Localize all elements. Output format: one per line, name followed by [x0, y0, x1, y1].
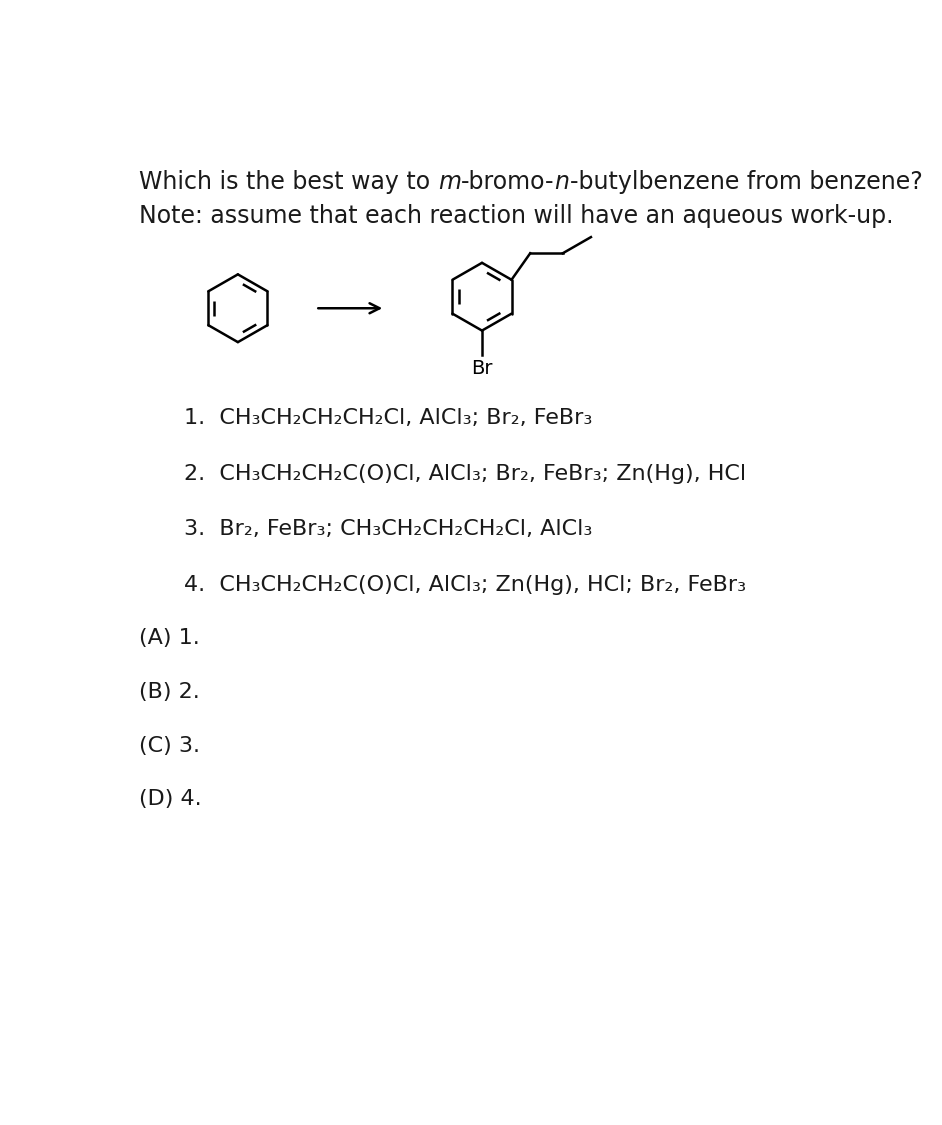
Text: Br: Br — [471, 359, 493, 378]
Text: (D) 4.: (D) 4. — [139, 790, 203, 810]
Text: (A) 1.: (A) 1. — [139, 628, 201, 648]
Text: 2.  CH₃CH₂CH₂C(O)Cl, AlCl₃; Br₂, FeBr₃; Zn(Hg), HCl: 2. CH₃CH₂CH₂C(O)Cl, AlCl₃; Br₂, FeBr₃; Z… — [184, 464, 746, 484]
Text: -butylbenzene from benzene?: -butylbenzene from benzene? — [570, 170, 922, 194]
Text: Note: assume that each reaction will have an aqueous work-up.: Note: assume that each reaction will hav… — [139, 205, 894, 228]
Text: (B) 2.: (B) 2. — [139, 682, 201, 702]
Text: n: n — [555, 170, 570, 194]
Text: m: m — [438, 170, 461, 194]
Text: 4.  CH₃CH₂CH₂C(O)Cl, AlCl₃; Zn(Hg), HCl; Br₂, FeBr₃: 4. CH₃CH₂CH₂C(O)Cl, AlCl₃; Zn(Hg), HCl; … — [184, 575, 746, 595]
Text: 3.  Br₂, FeBr₃; CH₃CH₂CH₂CH₂Cl, AlCl₃: 3. Br₂, FeBr₃; CH₃CH₂CH₂CH₂Cl, AlCl₃ — [184, 520, 592, 539]
Text: 1.  CH₃CH₂CH₂CH₂Cl, AlCl₃; Br₂, FeBr₃: 1. CH₃CH₂CH₂CH₂Cl, AlCl₃; Br₂, FeBr₃ — [184, 408, 592, 429]
Text: (C) 3.: (C) 3. — [139, 736, 201, 756]
Text: Which is the best way to: Which is the best way to — [139, 170, 438, 194]
Text: -bromo-: -bromo- — [461, 170, 555, 194]
